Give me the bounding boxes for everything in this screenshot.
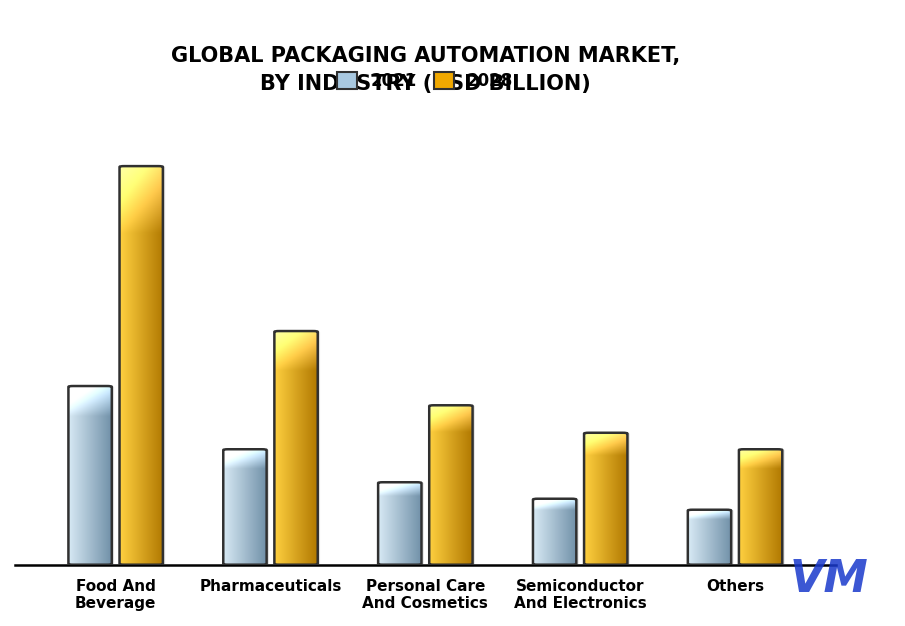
Title: GLOBAL PACKAGING AUTOMATION MARKET,
BY INDUSTRY (USD BILLION): GLOBAL PACKAGING AUTOMATION MARKET, BY I… [171,46,680,95]
Legend: 2021, 2028: 2021, 2028 [330,65,520,96]
Text: VM: VM [790,558,869,601]
FancyBboxPatch shape [122,166,166,565]
FancyBboxPatch shape [277,331,320,565]
FancyBboxPatch shape [535,499,578,565]
FancyBboxPatch shape [432,405,475,565]
FancyBboxPatch shape [691,510,733,565]
FancyBboxPatch shape [225,449,269,565]
FancyBboxPatch shape [741,449,785,565]
FancyBboxPatch shape [586,433,630,565]
FancyBboxPatch shape [380,482,424,565]
FancyBboxPatch shape [71,386,114,565]
